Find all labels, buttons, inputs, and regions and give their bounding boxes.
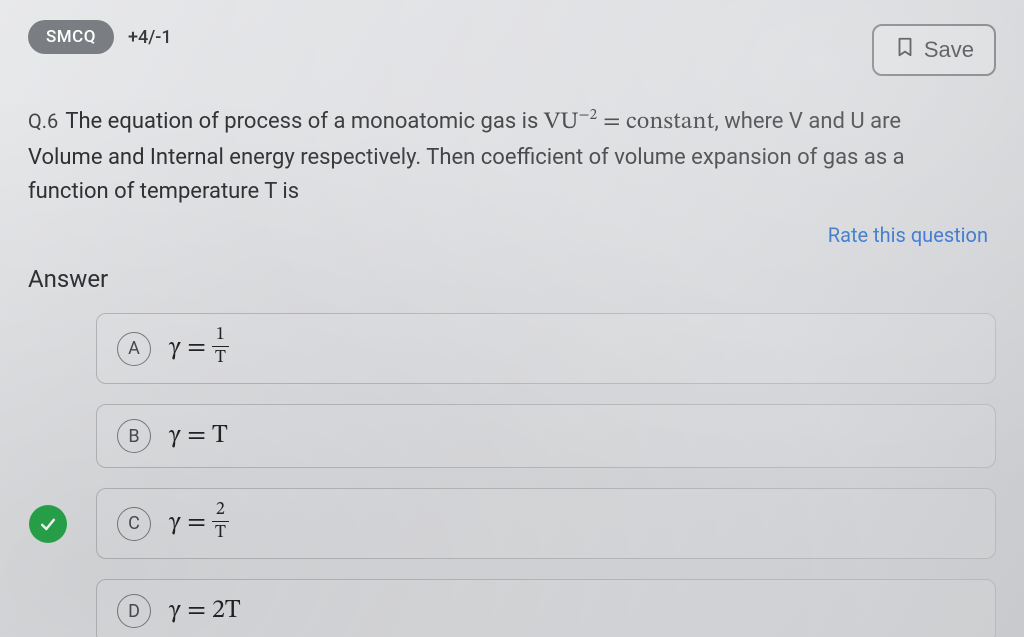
option-value: 2T <box>212 595 241 628</box>
marks-scheme-label: +4/-1 <box>128 27 172 48</box>
correct-icon <box>29 505 67 543</box>
option-content: γ = T <box>169 420 228 453</box>
option-row: Dγ = 2T <box>28 579 996 637</box>
option-content: γ = 1T <box>169 328 229 369</box>
option-content: γ = 2T <box>169 503 229 544</box>
fraction-numerator: 1 <box>213 326 228 346</box>
option-prefix: γ = <box>169 332 206 365</box>
result-indicator-slot <box>28 505 68 543</box>
option-d[interactable]: Dγ = 2T <box>96 579 996 637</box>
question-math: VU−2 = <box>544 110 621 134</box>
fraction-denominator: T <box>212 346 229 367</box>
option-prefix: γ = <box>169 595 206 628</box>
fraction-numerator: 2 <box>213 501 228 521</box>
question-block: Q.6 The equation of process of a monoato… <box>28 104 968 209</box>
fraction: 2T <box>212 501 229 542</box>
bookmark-icon <box>894 36 916 64</box>
option-content: γ = 2T <box>169 595 241 628</box>
question-math-const: constant <box>626 110 714 134</box>
question-number: Q.6 <box>28 109 58 133</box>
rate-question-link[interactable]: Rate this question <box>28 223 988 247</box>
option-letter: C <box>117 507 151 541</box>
fraction-denominator: T <box>212 521 229 542</box>
options-list: Aγ = 1TBγ = TCγ = 2TDγ = 2T <box>28 313 996 637</box>
question-text: Q.6 The equation of process of a monoato… <box>28 109 905 204</box>
option-c[interactable]: Cγ = 2T <box>96 488 996 559</box>
option-row: Aγ = 1T <box>28 313 996 384</box>
question-type-badge: SMCQ <box>28 20 114 54</box>
answer-heading: Answer <box>28 265 996 293</box>
option-prefix: γ = <box>169 420 206 453</box>
option-row: Cγ = 2T <box>28 488 996 559</box>
save-button[interactable]: Save <box>872 24 996 76</box>
header-left: SMCQ +4/-1 <box>28 20 172 54</box>
fraction: 1T <box>212 326 229 367</box>
option-prefix: γ = <box>169 507 206 540</box>
header-row: SMCQ +4/-1 Save <box>28 20 996 76</box>
option-letter: D <box>117 594 151 628</box>
save-button-label: Save <box>924 37 974 63</box>
option-value: T <box>212 420 228 453</box>
option-letter: B <box>117 419 151 453</box>
option-a[interactable]: Aγ = 1T <box>96 313 996 384</box>
option-row: Bγ = T <box>28 404 996 468</box>
option-letter: A <box>117 332 151 366</box>
question-text-part1: The equation of process of a monoatomic … <box>65 109 544 134</box>
option-b[interactable]: Bγ = T <box>96 404 996 468</box>
